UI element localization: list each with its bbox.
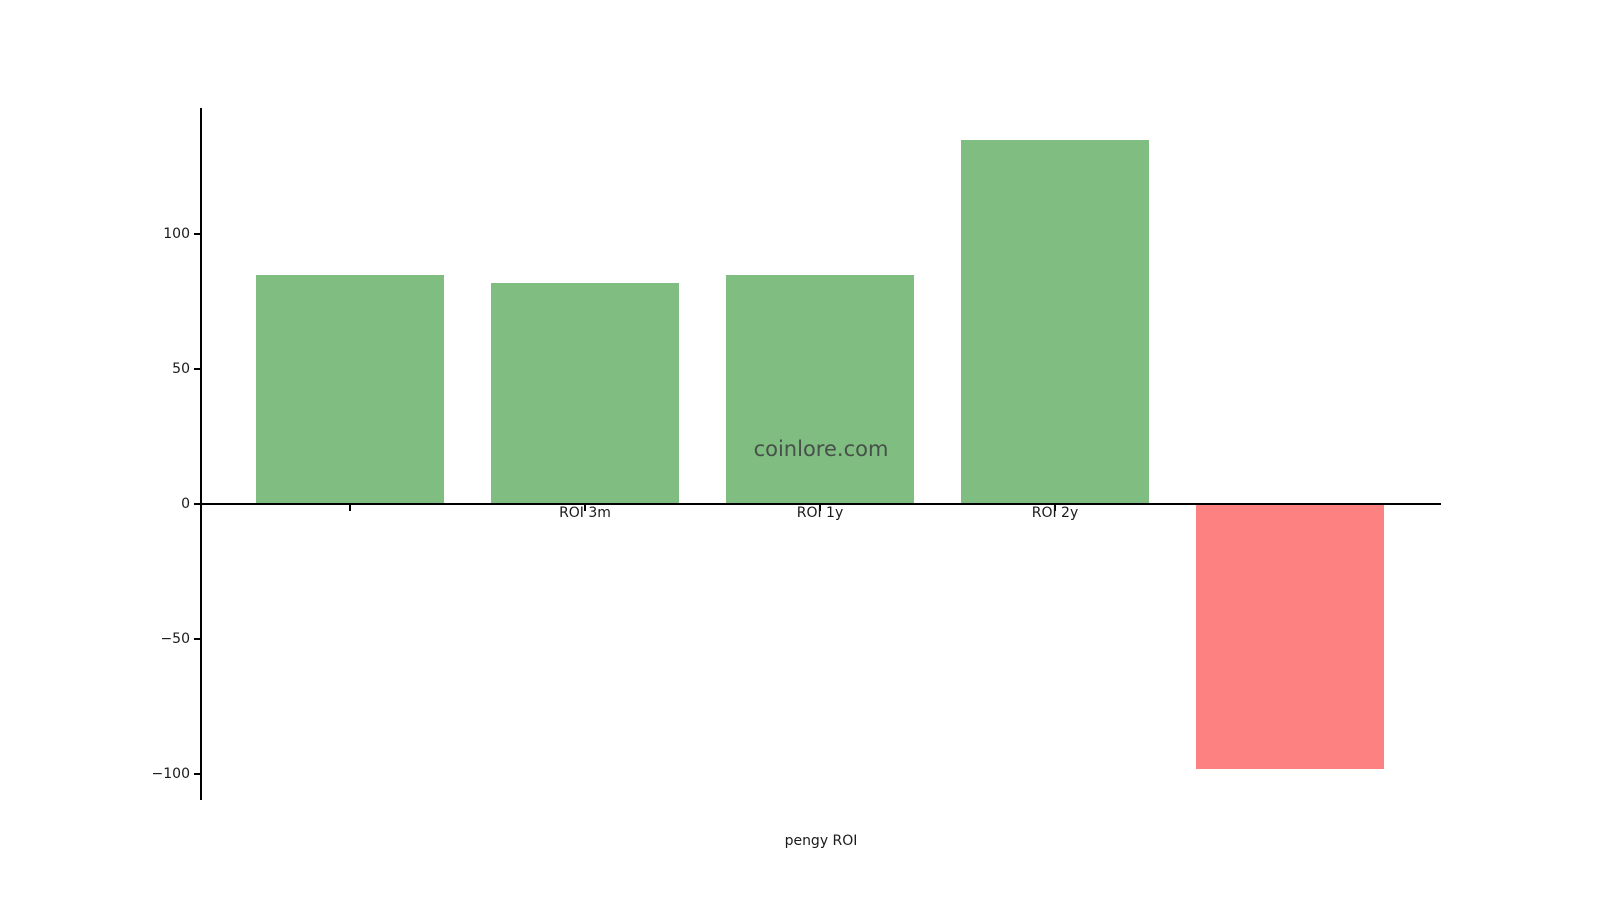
x-tick-label: ROI 3m xyxy=(559,505,611,521)
y-tick-mark xyxy=(194,503,201,505)
y-axis-line xyxy=(200,108,202,800)
y-tick-mark xyxy=(194,368,201,370)
x-axis-zero-line xyxy=(201,503,1441,505)
x-tick-mark xyxy=(819,504,821,511)
y-tick-label: 50 xyxy=(172,361,190,377)
y-tick-mark xyxy=(194,773,201,775)
bar-positive xyxy=(256,274,444,504)
bar-positive xyxy=(726,274,914,504)
y-tick-mark xyxy=(194,233,201,235)
y-tick-label: 100 xyxy=(163,226,190,242)
y-tick-label: −100 xyxy=(151,766,190,782)
x-tick-mark xyxy=(584,504,586,511)
x-tick-label: ROI 1y xyxy=(796,505,844,521)
bar-positive xyxy=(961,139,1149,504)
y-tick-mark xyxy=(194,638,201,640)
bar-positive xyxy=(491,282,679,504)
bar-negative xyxy=(1196,504,1384,769)
y-tick-label: 0 xyxy=(181,496,190,512)
x-axis-title: pengy ROI xyxy=(784,833,858,849)
watermark-text: coinlore.com xyxy=(753,437,889,461)
x-tick-mark xyxy=(349,504,351,511)
x-tick-label: ROI 2y xyxy=(1031,505,1079,521)
x-tick-mark xyxy=(1054,504,1056,511)
y-tick-label: −50 xyxy=(160,631,190,647)
